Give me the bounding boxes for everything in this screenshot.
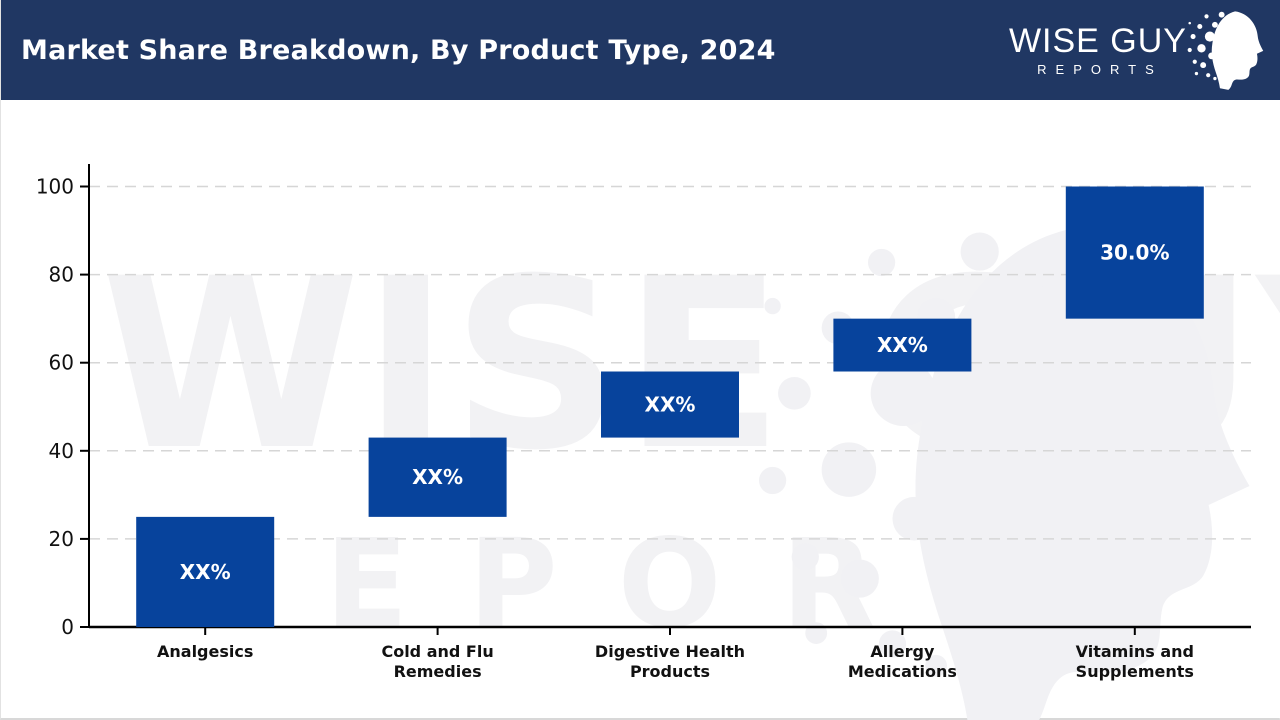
x-category-label: Digestive Health Products — [595, 642, 745, 681]
y-tick-label: 20 — [49, 527, 74, 551]
y-tick-label: 60 — [49, 351, 74, 375]
y-tick-label: 0 — [61, 615, 74, 639]
brand-logo: WISE GUY REPORTS — [1009, 8, 1267, 92]
logo-wordmark-sub: REPORTS — [1037, 61, 1163, 77]
y-tick-label: 80 — [49, 263, 74, 287]
y-tick-label: 40 — [49, 439, 74, 463]
logo-wordmark-main: WISE GUY — [1008, 21, 1187, 60]
bar-chart: 0 20 40 60 80 100 XX% Analgesics XX% Cold and Flu… — [36, 164, 1251, 681]
bar-value-label: XX% — [645, 393, 696, 417]
bar-value-label: XX% — [180, 560, 231, 584]
logo-face-icon — [1187, 11, 1264, 90]
bar — [368, 437, 507, 517]
x-category-label: Analgesics — [157, 642, 253, 661]
logo-wordmark: WISE GUY REPORTS — [1009, 24, 1187, 77]
x-category-label: Cold and Flu Remedies — [381, 642, 493, 681]
bar-value-label: XX% — [412, 465, 463, 489]
page-title: Market Share Breakdown, By Product Type,… — [21, 34, 776, 66]
bar — [833, 318, 972, 372]
bar — [601, 371, 739, 438]
bar-value-label: 30.0% — [1100, 241, 1169, 265]
header-bar: Market Share Breakdown, By Product Type,… — [1, 0, 1280, 100]
bar — [136, 516, 275, 627]
bar — [1065, 186, 1204, 319]
bar-value-label: XX% — [877, 333, 928, 357]
x-category-label: Allergy Medications — [848, 642, 957, 681]
x-category-label: Vitamins and Supplements — [1076, 642, 1194, 681]
y-tick-label: 100 — [36, 175, 74, 199]
chart-area: WISE GUY REPORTS 020406080100XX%Analgesi… — [1, 100, 1280, 720]
